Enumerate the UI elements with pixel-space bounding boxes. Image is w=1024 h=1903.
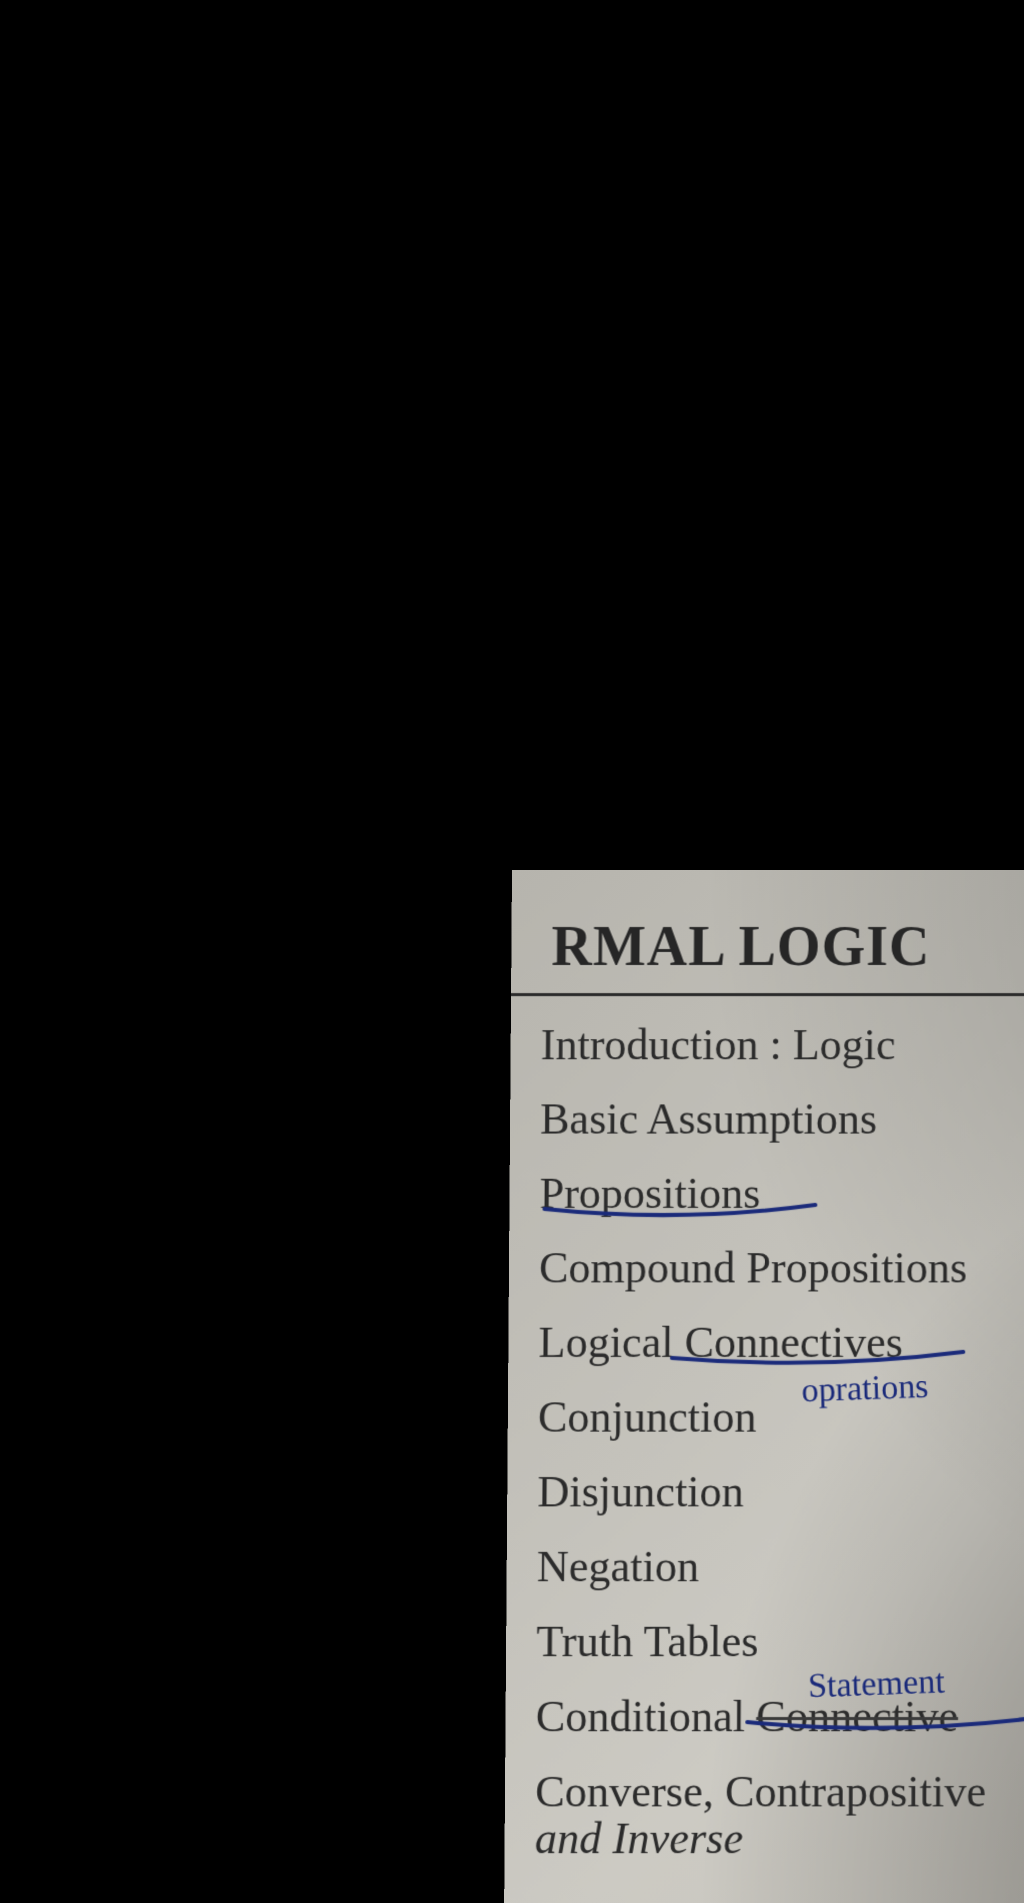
toc-label: Conjunction — [538, 1386, 1024, 1441]
toc-row: Disjunction1.4 — [537, 1461, 1024, 1536]
toc-label: Compound Propositions — [539, 1237, 1024, 1292]
toc-row: Introduction : Logic1.1 — [540, 1014, 1024, 1088]
toc-column-left: Introduction : Logic1.1 Basic Assumption… — [505, 996, 1024, 1842]
toc-label: Disjunction — [537, 1461, 1024, 1516]
toc-label: Truth Tables — [536, 1611, 1024, 1666]
toc-label: Introduction : Logic — [541, 1014, 1024, 1068]
toc-row: Compound Propositions1.3 — [539, 1237, 1024, 1312]
toc-row: Propositions1.2 — [539, 1163, 1024, 1237]
page: RMAL LOGIC 1.1 – 1 Introduction : Logic1… — [504, 870, 1024, 1903]
toc-row: Negation1.5 — [537, 1536, 1024, 1611]
toc-label: Negation — [537, 1536, 1024, 1591]
toc-label: Logical Connectives — [538, 1312, 1024, 1367]
toc-row: Conditional Connective1.11 — [535, 1686, 1024, 1761]
toc-label: Propositions — [539, 1163, 1024, 1217]
toc-label: Basic Assumptions — [540, 1088, 1024, 1142]
toc-row: Truth Tables1.6 — [536, 1611, 1024, 1686]
struck-word: Connective — [756, 1692, 958, 1742]
toc-columns: Introduction : Logic1.1 Basic Assumption… — [505, 996, 1024, 1842]
footer-range: 2.1 – 2 — [504, 1838, 1024, 1895]
toc-label: Conditional Connective — [536, 1686, 1024, 1741]
toc-row: Conjunction1.3 — [538, 1386, 1024, 1461]
toc-row: Basic Assumptions1.1 — [540, 1088, 1024, 1162]
chapter-title: RMAL LOGIC — [551, 915, 930, 979]
toc-row: Logical Connectives1.3 — [538, 1312, 1024, 1387]
header-band: RMAL LOGIC 1.1 – 1 — [511, 870, 1024, 996]
